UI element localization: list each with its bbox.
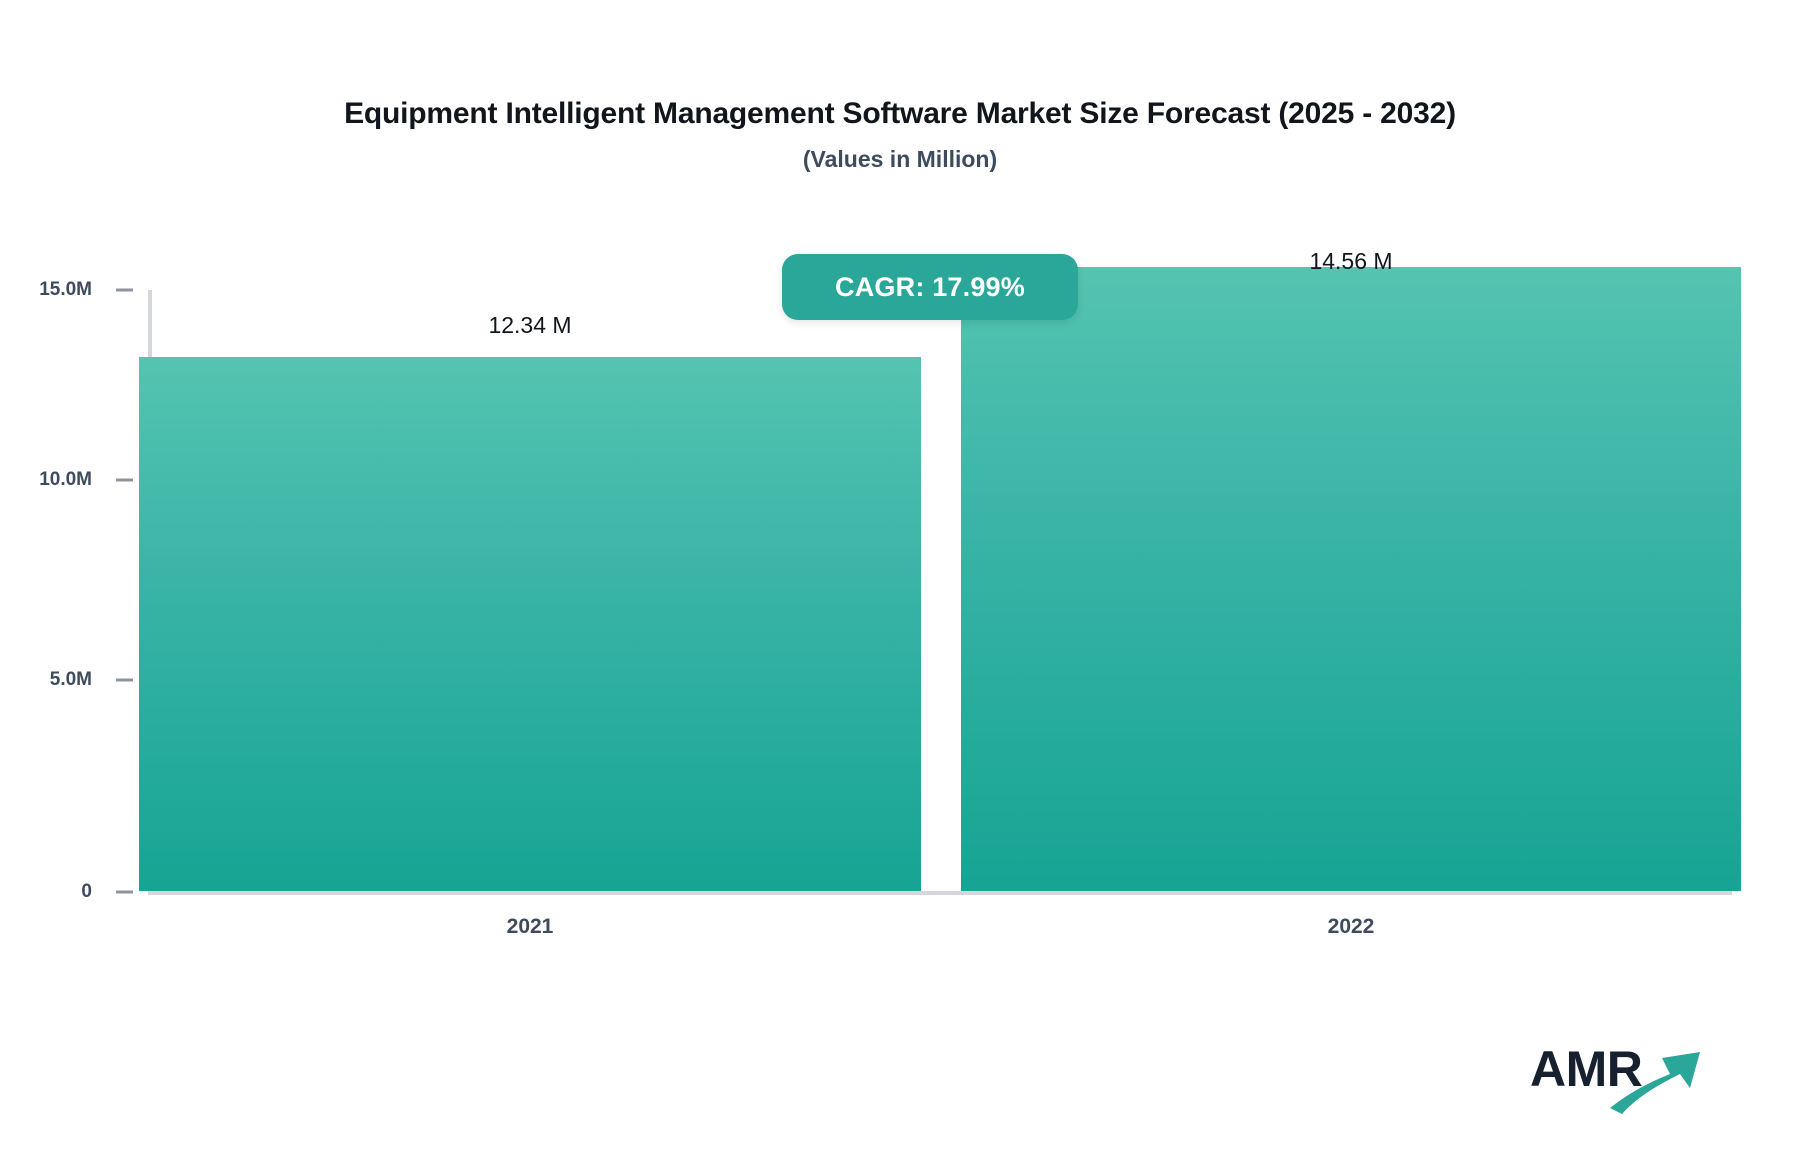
bar-2021[interactable] xyxy=(139,357,921,891)
chart-title: Equipment Intelligent Management Softwar… xyxy=(344,97,1456,130)
bar-value-label-2022: 14.56 M xyxy=(1309,248,1393,274)
title-block: Equipment Intelligent Management Softwar… xyxy=(0,96,1800,174)
y-tick-label-10: 10.0M xyxy=(39,469,92,490)
y-tick-mark-0 xyxy=(116,890,133,894)
chart-subtitle: (Values in Million) xyxy=(802,146,998,172)
amr-logo-text: AMR xyxy=(1530,1041,1643,1097)
bar-2022[interactable] xyxy=(961,267,1741,891)
y-tick-mark-5 xyxy=(116,678,133,682)
amr-logo: AMR xyxy=(1530,1040,1710,1118)
x-axis-line xyxy=(148,891,1732,895)
x-tick-label-2022: 2022 xyxy=(1327,915,1375,938)
y-tick-label-0: 0 xyxy=(81,881,92,902)
y-tick-mark-15 xyxy=(116,288,133,292)
x-tick-label-2021: 2021 xyxy=(506,915,554,938)
y-tick-label-5: 5.0M xyxy=(49,669,92,690)
y-tick-label-15: 15.0M xyxy=(39,279,92,300)
bar-value-label-2021: 12.34 M xyxy=(488,312,572,338)
y-tick-mark-10 xyxy=(116,478,133,482)
cagr-badge: CAGR: 17.99% xyxy=(782,254,1078,320)
plot-area: 15.0M 10.0M 5.0M 0 12.34 M 14.56 M 2021 … xyxy=(39,248,1741,938)
cagr-badge-label: CAGR: 17.99% xyxy=(835,271,1025,302)
upward-arrow-icon xyxy=(1604,1042,1704,1123)
